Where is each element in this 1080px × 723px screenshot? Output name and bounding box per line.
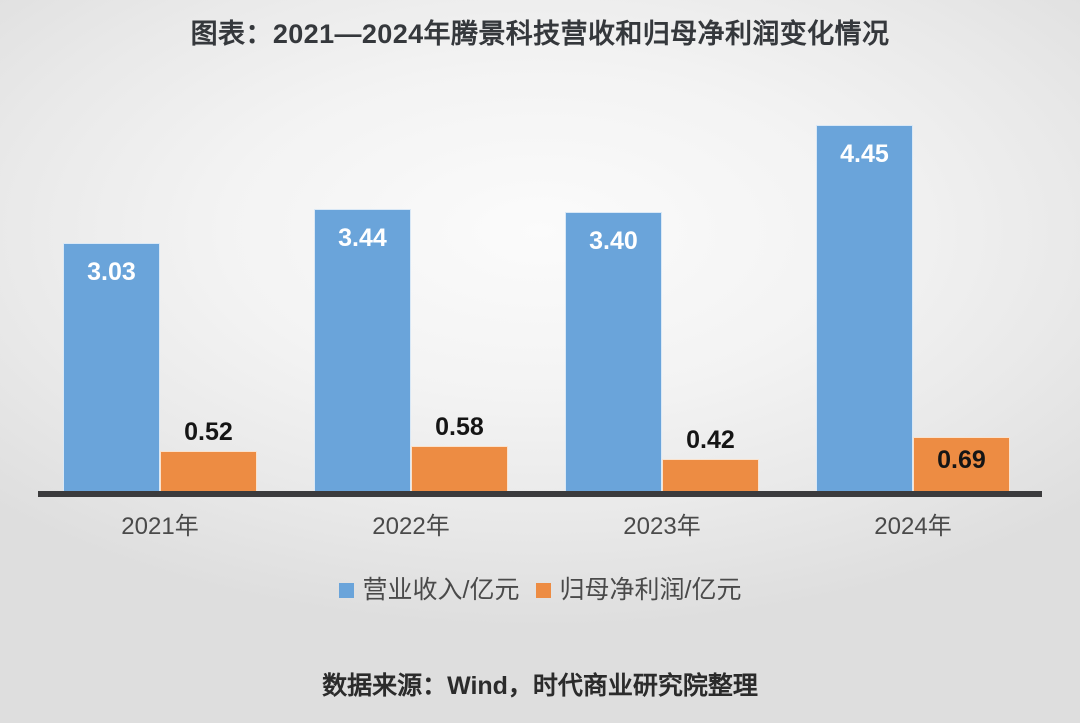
legend-label: 归母净利润/亿元 [559, 576, 742, 604]
bar-value-label: 4.45 [840, 140, 889, 169]
bar-value-label: 0.58 [435, 412, 484, 441]
x-axis-tick-labels: 2021年 2022年 2023年 2024年 [38, 506, 1042, 542]
bar-group: 3.40 0.42 [565, 88, 759, 494]
bar-value-label: 3.44 [338, 223, 387, 252]
x-tick-label: 2024年 [874, 513, 952, 540]
page-title: 图表：2021—2024年腾景科技营收和归母净利润变化情况 [190, 19, 890, 49]
x-axis-line [38, 491, 1042, 497]
legend-item[interactable]: 营业收入/亿元 [338, 576, 520, 604]
bar-value-label: 3.40 [589, 227, 638, 256]
x-tick-label: 2021年 [121, 513, 199, 540]
legend-item[interactable]: 归母净利润/亿元 [535, 576, 742, 604]
blue-square-swatch [338, 583, 354, 598]
bar-profit[interactable]: 0.58 [411, 414, 508, 494]
chart-legend: 营业收入/亿元 归母净利润/亿元 [0, 578, 1080, 603]
bar-group: 3.03 0.52 [63, 88, 257, 494]
x-tick-label: 2023年 [623, 513, 701, 540]
bar-value-label: 3.03 [87, 257, 136, 286]
x-tick-label: 2022年 [372, 513, 450, 540]
bar-revenue[interactable]: 3.40 [565, 212, 662, 494]
source-note: 数据来源：Wind，时代商业研究院整理 [322, 672, 758, 700]
bar-revenue[interactable]: 3.44 [314, 208, 411, 494]
bar-group: 4.45 0.69 [816, 88, 1010, 494]
bar-value-label: 0.52 [184, 417, 233, 446]
plot-area: 3.03 0.52 3.44 0.58 3.40 0.42 4.45 0.69 [38, 88, 1042, 494]
bar-profit[interactable]: 0.52 [160, 419, 257, 494]
orange-square-swatch [535, 583, 551, 598]
bar-profit[interactable]: 0.42 [662, 428, 759, 494]
bar-profit[interactable]: 0.69 [913, 436, 1010, 494]
bar-value-label: 0.69 [937, 445, 986, 474]
bar-revenue[interactable]: 3.03 [63, 242, 160, 494]
bar-value-label: 0.42 [686, 426, 735, 455]
legend-label: 营业收入/亿元 [362, 576, 520, 604]
bar-revenue[interactable]: 4.45 [816, 125, 913, 494]
bar-group: 3.44 0.58 [314, 88, 508, 494]
